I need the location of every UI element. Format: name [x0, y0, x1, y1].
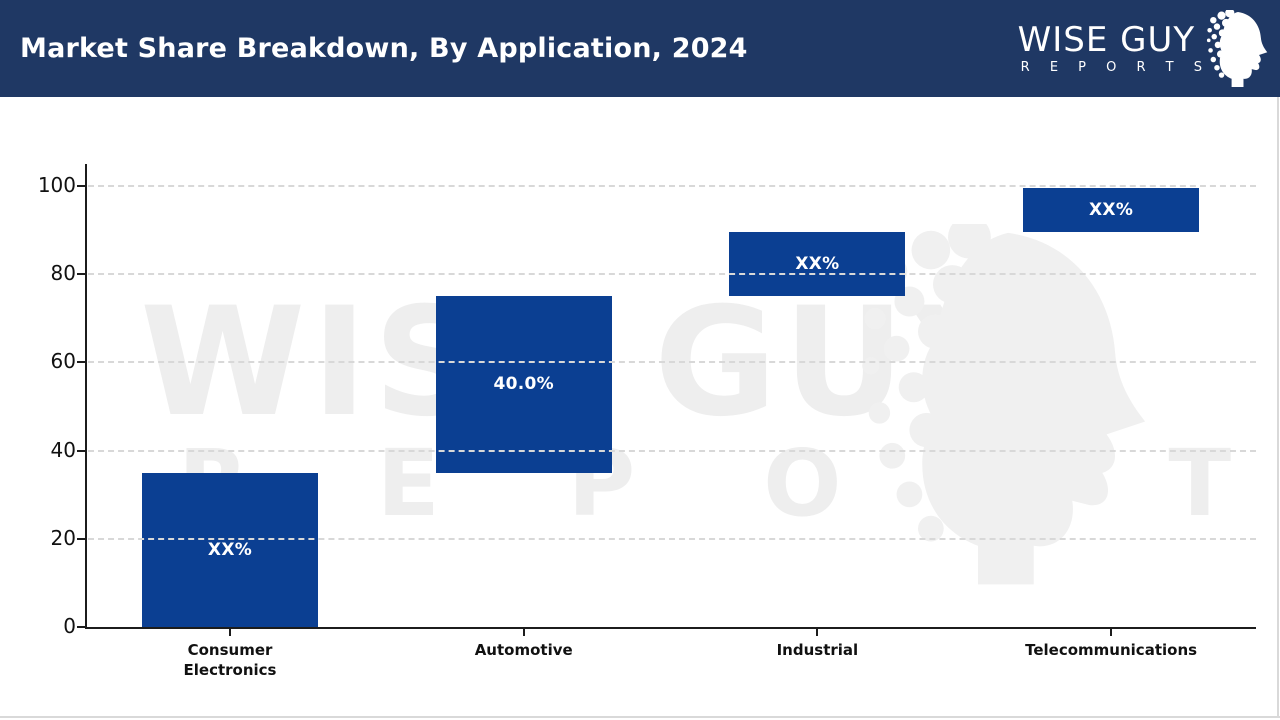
y-tick-mark	[77, 273, 85, 276]
y-tick-mark	[77, 361, 85, 364]
y-tick-label: 40	[50, 437, 76, 462]
bar	[142, 472, 318, 627]
gridline	[88, 185, 1256, 187]
y-axis	[85, 164, 87, 629]
bar-value-label: XX%	[207, 539, 253, 560]
x-axis	[85, 627, 1256, 629]
y-tick-mark	[77, 537, 85, 540]
gridline	[88, 361, 1256, 364]
x-tick-mark	[229, 629, 231, 636]
y-tick-label: 20	[50, 525, 76, 550]
y-tick-label: 100	[37, 173, 76, 197]
frame-bottom-line	[0, 716, 1280, 718]
bar	[435, 296, 612, 473]
watermark-head-icon	[862, 224, 1146, 585]
bar-value-label: XX%	[795, 254, 840, 275]
x-tick-label: Consumer Electronics	[183, 641, 277, 680]
x-tick-label: Telecommunications	[1025, 641, 1198, 659]
logo-text: WISE GUY R E P O R T S	[1018, 23, 1210, 75]
gridline	[88, 449, 1256, 452]
bar	[1023, 188, 1200, 233]
logo-subtext: R E P O R T S	[1020, 59, 1210, 75]
y-tick-label: 80	[50, 261, 76, 286]
y-tick-mark	[77, 626, 85, 628]
gridline	[88, 273, 1256, 276]
bar-value-label: XX%	[1089, 200, 1134, 221]
x-tick-label: Industrial	[776, 641, 859, 659]
y-tick-mark	[77, 185, 85, 187]
x-tick-mark	[1110, 629, 1113, 636]
bar-value-label: 40.0%	[493, 374, 554, 395]
wise-guy-logo: WISE GUY R E P O R T S	[1018, 9, 1270, 88]
y-tick-mark	[77, 449, 85, 452]
bar	[729, 232, 906, 297]
x-tick-mark	[816, 629, 819, 636]
dotted-head-icon	[1206, 9, 1268, 87]
gridline	[88, 537, 1256, 540]
y-tick-label: 0	[63, 614, 76, 638]
logo-wordmark: WISE GUY	[1017, 19, 1196, 60]
frame-right-line	[1277, 97, 1279, 716]
y-tick-label: 60	[50, 349, 76, 374]
chart-title: Market Share Breakdown, By Application, …	[20, 33, 748, 64]
header-bar: Market Share Breakdown, By Application, …	[0, 0, 1280, 97]
x-tick-mark	[522, 629, 525, 636]
x-tick-label: Automotive	[474, 641, 573, 659]
